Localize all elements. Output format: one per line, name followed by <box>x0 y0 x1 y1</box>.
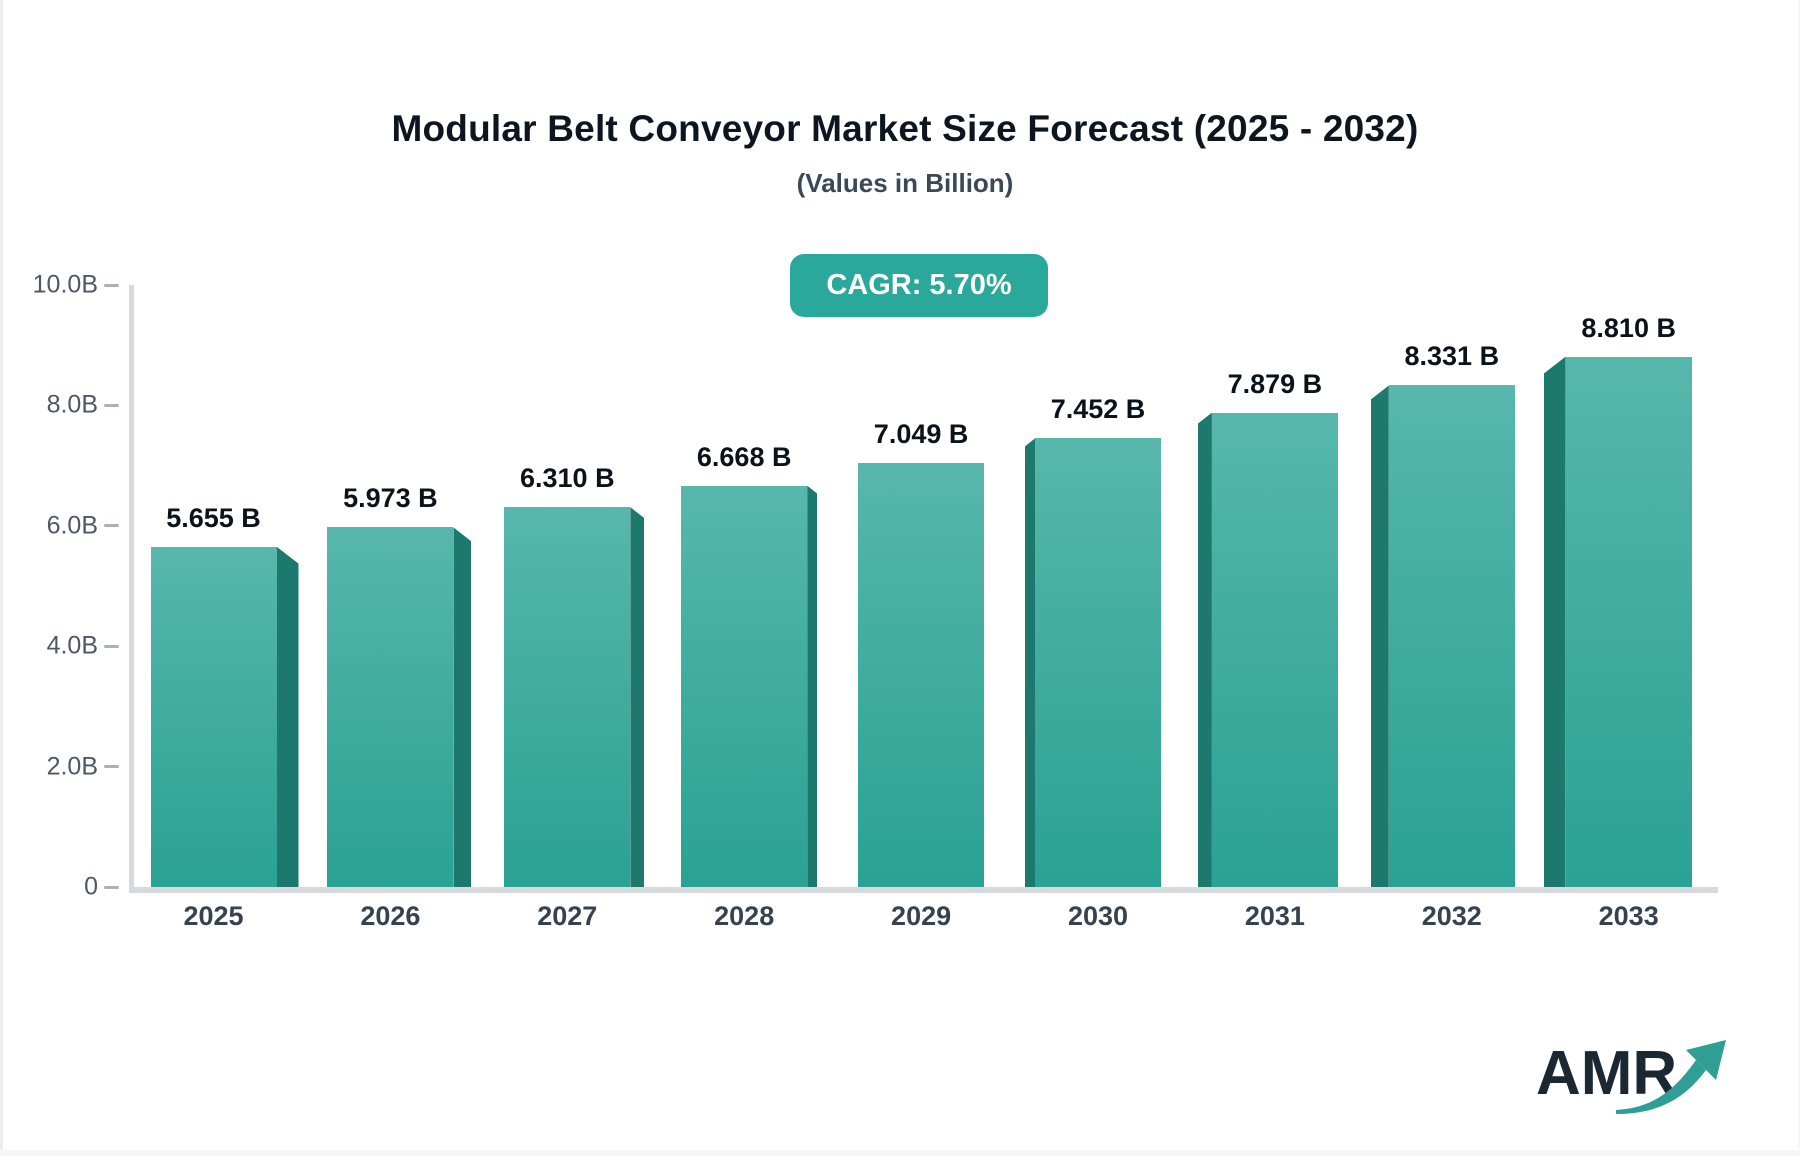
y-tick-dash <box>104 644 119 648</box>
bar-2028-side <box>807 485 818 887</box>
y-axis-line <box>129 285 134 893</box>
bar-value-label-2028: 6.668 B <box>696 441 792 472</box>
growth-arrow-icon <box>1616 1040 1726 1114</box>
bar-2025-side <box>276 546 299 887</box>
bar-value-label-2030: 7.452 B <box>1050 394 1146 425</box>
amr-logo: AMR <box>1536 1039 1726 1114</box>
x-tick-label-2031: 2031 <box>1244 901 1305 931</box>
y-tick-dash <box>104 283 119 287</box>
bar-2032-side <box>1370 385 1389 887</box>
y-tick-label: 8.0B <box>46 390 98 419</box>
page-edge-right <box>1798 0 1800 1156</box>
bar-value-label-2027: 6.310 B <box>520 463 615 494</box>
bar-2027-side <box>630 507 645 887</box>
bar-2028 <box>681 485 808 887</box>
bar-2026-side <box>453 527 472 887</box>
chart-subtitle: (Values in Billion) <box>796 168 1014 198</box>
page-edge-left <box>0 0 3 1156</box>
amr-logo-text: AMR <box>1536 1039 1677 1108</box>
bar-value-label-2026: 5.973 B <box>343 483 438 514</box>
x-tick-label-2029: 2029 <box>891 901 952 931</box>
bar-2030 <box>1035 438 1161 887</box>
x-tick-label-2032: 2032 <box>1421 901 1482 931</box>
bar-2031-side <box>1197 412 1212 887</box>
bar-2031 <box>1211 412 1338 887</box>
bar-2032 <box>1388 385 1515 887</box>
x-tick-label-2026: 2026 <box>360 901 421 931</box>
bar-value-label-2033: 8.810 B <box>1581 312 1676 343</box>
bar-value-label-2025: 5.655 B <box>166 502 261 533</box>
cagr-badge-label: CAGR: 5.70% <box>826 269 1012 301</box>
page-edge-bottom <box>0 1150 1800 1156</box>
bar-2025 <box>150 546 277 887</box>
x-tick-label-2027: 2027 <box>537 901 598 931</box>
bar-2029 <box>858 462 985 887</box>
y-tick-label: 2.0B <box>46 752 98 781</box>
bar-2030-side <box>1025 438 1035 887</box>
cagr-badge: CAGR: 5.70% <box>790 254 1048 317</box>
y-tick-dash <box>104 765 119 769</box>
y-tick-label: 6.0B <box>46 511 98 540</box>
bar-value-label-2032: 8.331 B <box>1404 341 1500 372</box>
bar-value-label-2029: 7.049 B <box>873 418 969 449</box>
bar-2033 <box>1565 356 1692 887</box>
x-tick-label-2025: 2025 <box>183 901 244 931</box>
y-tick-dash <box>104 524 119 528</box>
y-tick-label: 10.0B <box>32 270 98 299</box>
y-tick-label: 0 <box>84 872 98 901</box>
y-tick-dash <box>104 885 119 889</box>
x-tick-label-2033: 2033 <box>1598 901 1659 931</box>
x-tick-label-2030: 2030 <box>1067 901 1129 931</box>
y-tick-dash <box>104 403 119 407</box>
x-axis-line <box>129 887 1718 893</box>
bar-2026 <box>327 527 454 887</box>
y-tick-label: 4.0B <box>46 631 98 660</box>
chart-title: Modular Belt Conveyor Market Size Foreca… <box>391 108 1419 149</box>
bar-2033-side <box>1543 356 1566 887</box>
bar-value-label-2031: 7.879 B <box>1227 368 1323 399</box>
x-tick-label-2028: 2028 <box>714 901 775 931</box>
bar-2027 <box>504 507 631 887</box>
